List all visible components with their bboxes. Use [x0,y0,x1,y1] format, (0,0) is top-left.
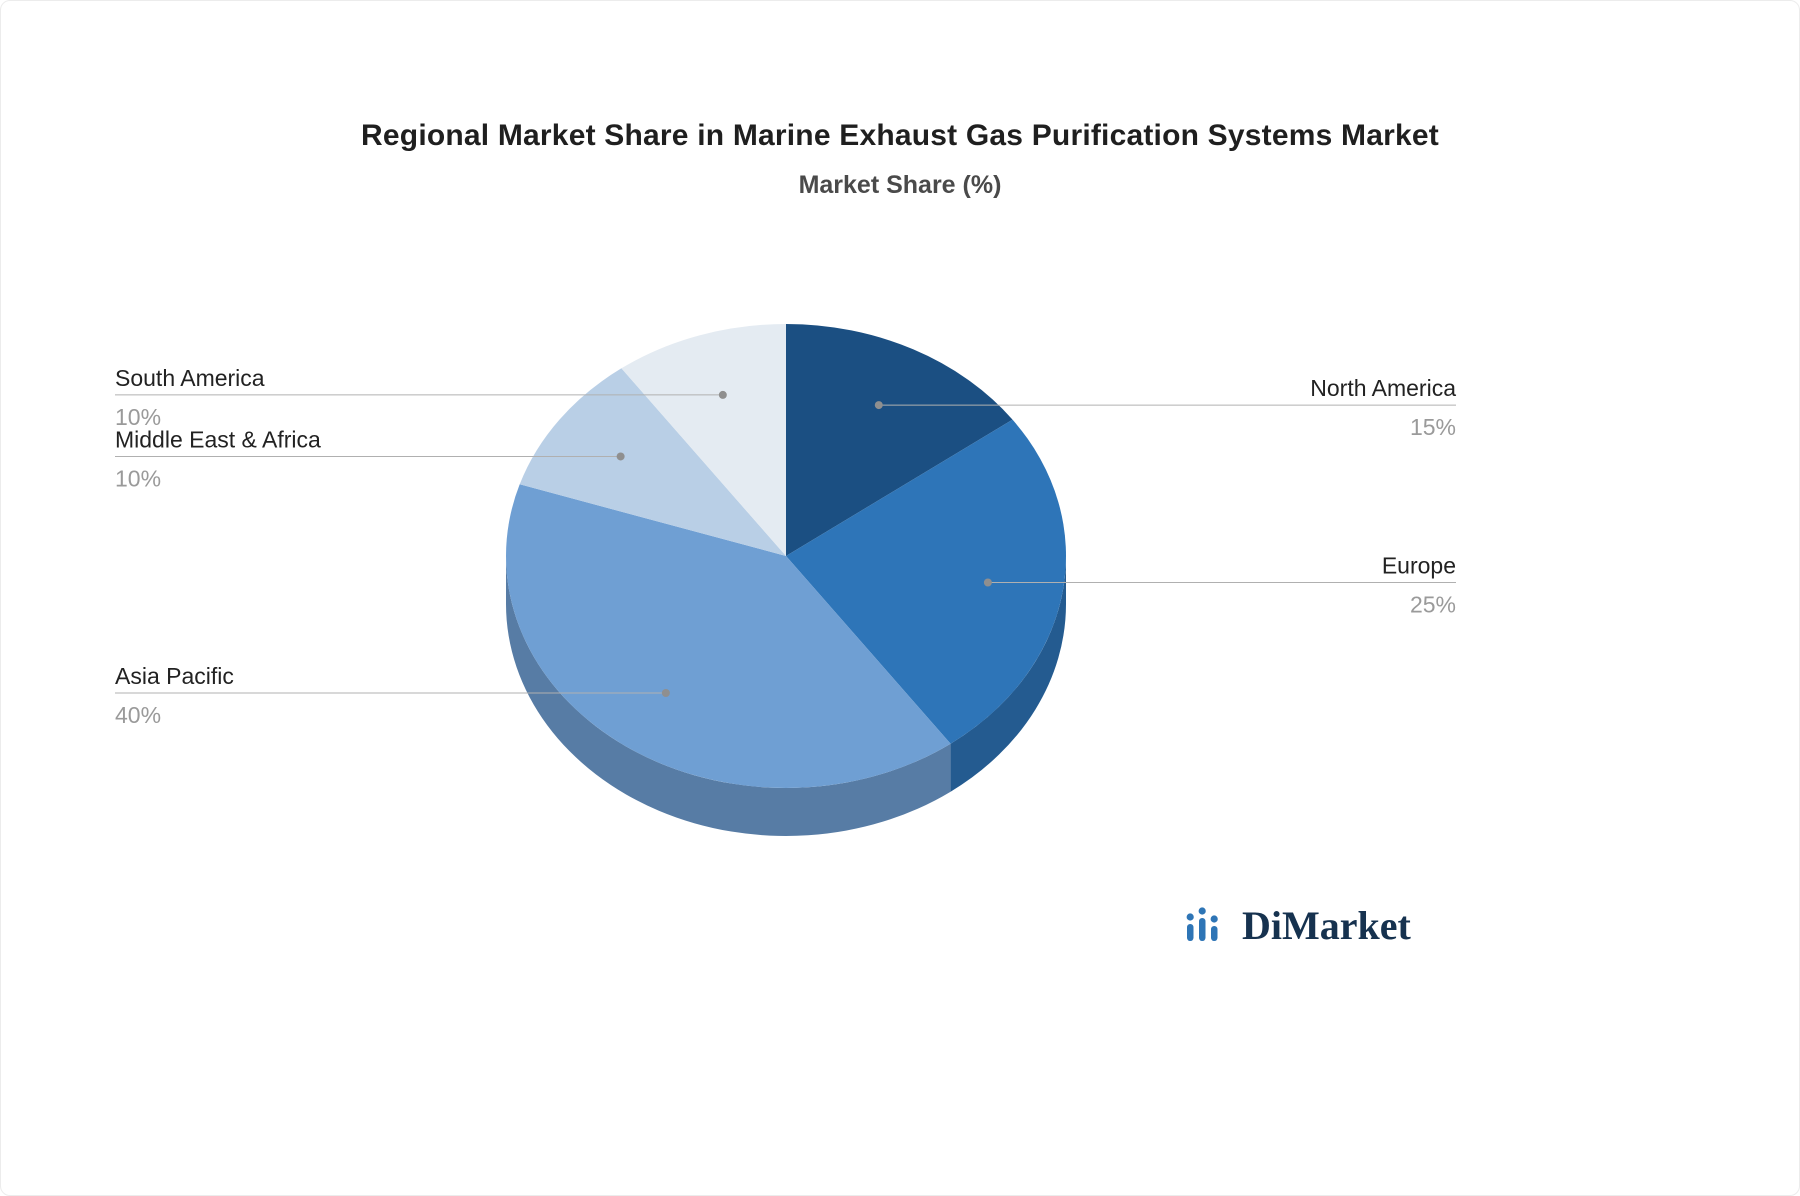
leader-dot-north-america [874,401,883,410]
leader-dot-europe [983,578,992,587]
slice-label-middle-east-africa: Middle East & Africa [115,426,321,452]
pie-depth-europe [950,556,1066,792]
leader-dot-middle-east-africa [616,452,625,461]
pie-slice-middle-east-africa[interactable] [519,368,786,556]
chart-subtitle: Market Share (%) [798,171,1002,199]
slice-value-asia-pacific: 40% [115,702,161,728]
slice-label-europe: Europe [1382,552,1456,578]
chart-title: Regional Market Share in Marine Exhaust … [361,119,1439,152]
brand-logo: DiMarket [1184,902,1411,949]
slice-value-europe: 25% [1410,591,1456,617]
pie-slice-north-america[interactable] [786,324,1013,556]
chart-header: Regional Market Share in Marine Exhaust … [1,1,1799,200]
pie-slice-europe[interactable] [786,419,1066,744]
pie-slice-south-america[interactable] [621,324,786,556]
brand-logo-text: DiMarket [1242,903,1411,948]
slice-label-north-america: North America [1310,375,1456,401]
slice-value-north-america: 15% [1410,414,1456,440]
pie-slice-asia-pacific[interactable] [505,484,951,789]
pie-depth-asia-pacific [506,556,951,836]
slice-value-middle-east-africa: 10% [115,465,161,491]
leader-dot-asia-pacific [661,689,670,698]
slice-value-south-america: 10% [115,404,161,430]
slice-label-asia-pacific: Asia Pacific [115,663,234,689]
slice-label-south-america: South America [115,365,265,391]
leader-dot-south-america [718,390,727,399]
bar-chart-icon [1186,906,1218,941]
